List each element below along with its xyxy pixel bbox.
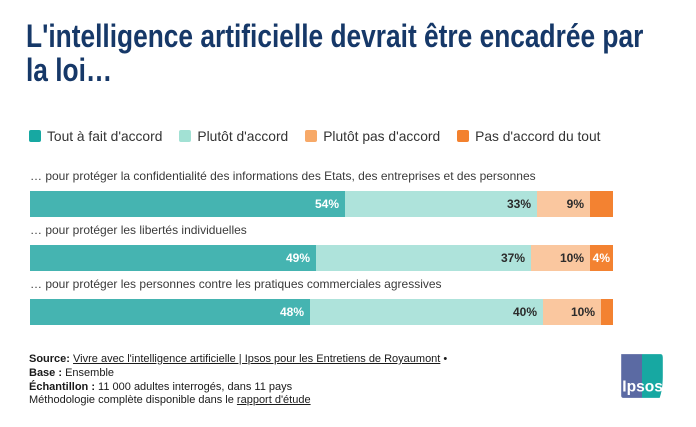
- svg-text:Ipsos: Ipsos: [622, 379, 663, 396]
